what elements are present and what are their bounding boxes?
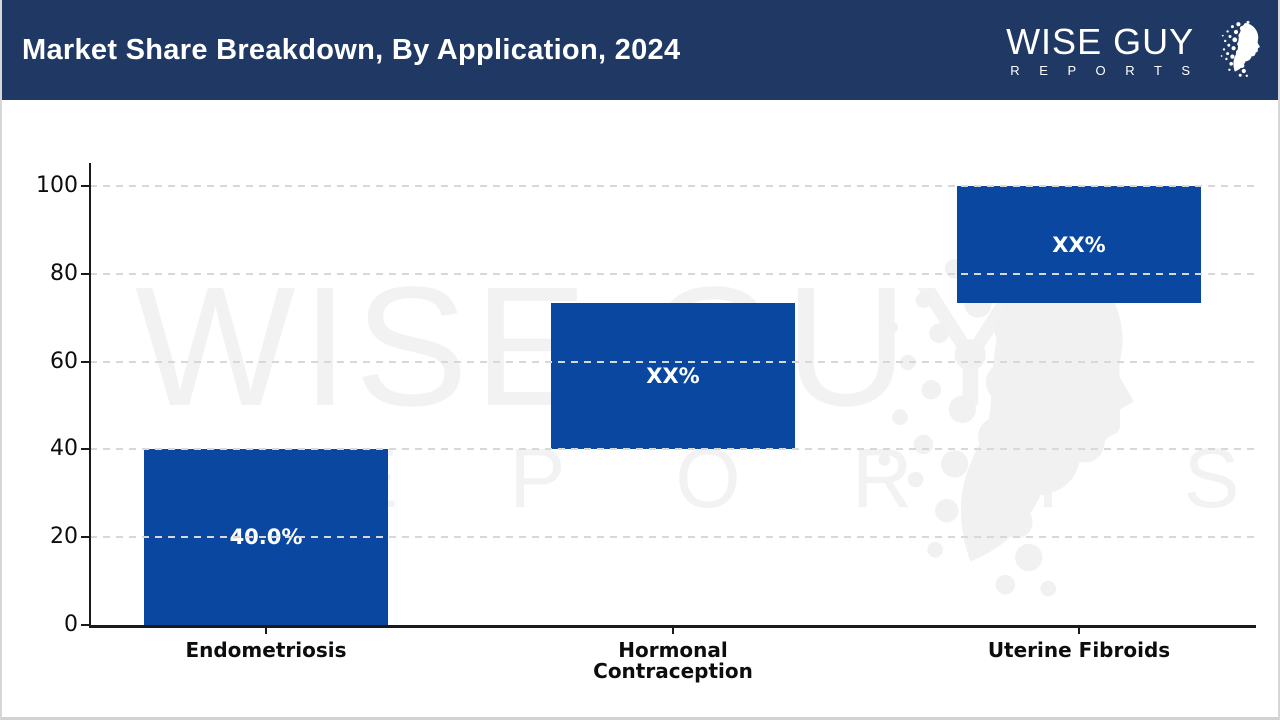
x-category-label: Hormonal Contraception: [593, 638, 753, 683]
bar-value-label: XX%: [646, 364, 700, 389]
gridline-60: [90, 360, 1256, 363]
y-tick-80: [81, 272, 89, 275]
y-tick-100: [81, 185, 89, 187]
y-tick-20: [81, 536, 89, 539]
brand-subtitle: R E P O R T S: [1010, 62, 1198, 78]
brand-head-icon: [1220, 20, 1260, 77]
x-tick-0: [265, 625, 267, 634]
y-tick-label-60: 60: [50, 348, 78, 374]
gridline-40: [90, 448, 1256, 451]
y-tick-label-80: 80: [50, 260, 78, 286]
y-tick-label-40: 40: [50, 436, 78, 462]
header-bar: Market Share Breakdown, By Application, …: [2, 0, 1278, 100]
brand-name: WISE GUY: [1006, 20, 1195, 62]
x-category-label: Endometriosis: [185, 638, 347, 662]
y-tick-0: [81, 624, 89, 626]
y-tick-60: [81, 360, 89, 363]
gridline-100: [90, 185, 1256, 187]
x-tick-2: [1078, 625, 1080, 634]
y-axis-line: [89, 163, 91, 628]
x-category-label: Uterine Fibroids: [987, 638, 1171, 662]
bar-value-label: XX%: [1052, 232, 1106, 257]
gridline-20: [90, 536, 1256, 539]
brand-logo: WISE GUY R E P O R T S: [1002, 10, 1278, 90]
bar-hormonal-contraception: XX%: [551, 303, 795, 450]
y-tick-label-0: 0: [64, 612, 78, 637]
chart-title: Market Share Breakdown, By Application, …: [22, 33, 681, 66]
y-tick-40: [81, 448, 89, 451]
y-tick-label-100: 100: [36, 173, 78, 198]
bar-uterine-fibroids: XX%: [957, 186, 1201, 304]
y-tick-label-20: 20: [50, 524, 78, 550]
gridline-80: [90, 272, 1256, 275]
brand-logo-text: WISE GUY R E P O R T S: [1002, 20, 1198, 78]
x-tick-1: [672, 625, 674, 634]
